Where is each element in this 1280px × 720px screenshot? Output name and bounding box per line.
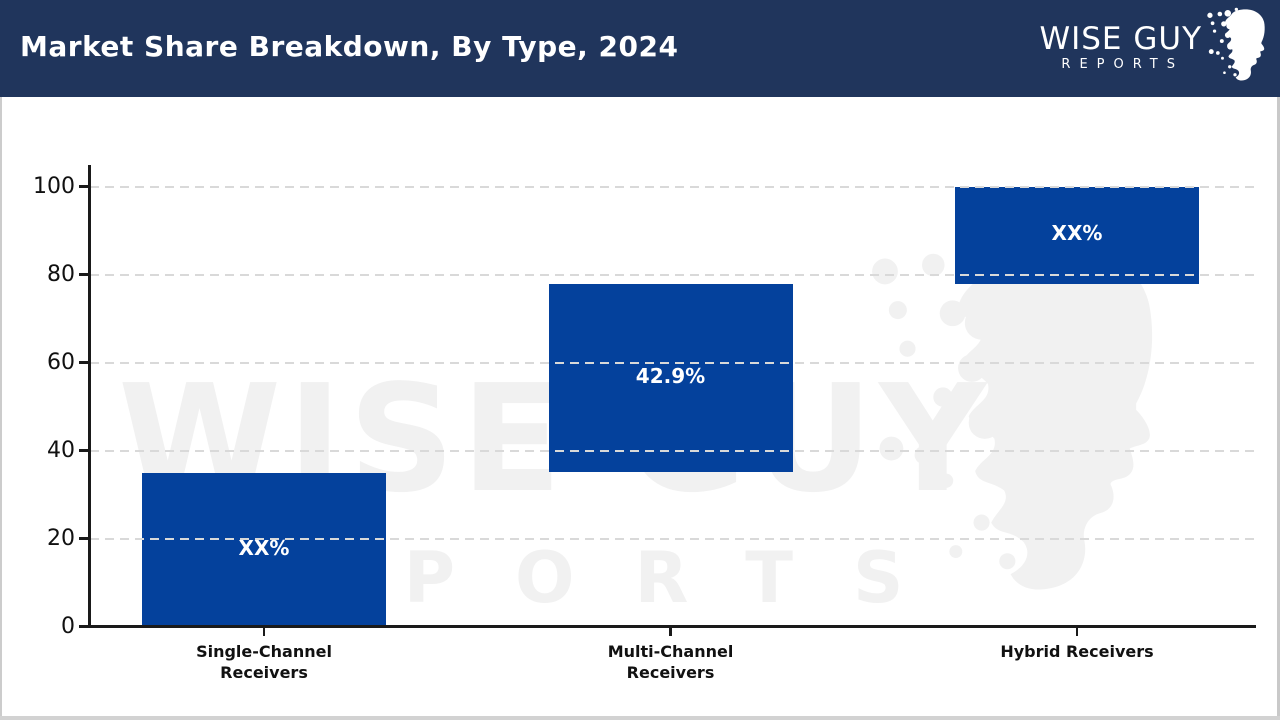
bar-segment-1 <box>548 283 793 473</box>
logo-head-icon <box>1207 7 1265 81</box>
x-axis-spine <box>88 625 1256 628</box>
y-tick-20 <box>79 537 88 540</box>
y-tick-label-100: 100 <box>33 173 75 199</box>
y-tick-label-40: 40 <box>47 437 75 463</box>
x-category-label-2: Hybrid Receivers <box>937 641 1217 662</box>
gridline-20 <box>90 537 1256 540</box>
wise-guy-reports-logo: WISE GUY REPORTS <box>1039 6 1270 88</box>
frame-right-border <box>1277 97 1280 720</box>
y-tick-60 <box>79 361 88 364</box>
y-tick-label-60: 60 <box>47 349 75 375</box>
y-tick-label-80: 80 <box>47 261 75 287</box>
y-tick-40 <box>79 449 88 452</box>
watermark-head-icon <box>872 234 1153 590</box>
bar-segment-2 <box>955 186 1199 284</box>
y-tick-100 <box>79 185 88 188</box>
bar-value-label-0: XX% <box>238 535 290 560</box>
y-tick-label-20: 20 <box>47 525 75 551</box>
y-axis-spine <box>88 165 91 628</box>
gridline-80 <box>90 273 1256 276</box>
gridline-40 <box>90 449 1256 452</box>
y-tick-label-0: 0 <box>61 613 75 639</box>
logo-subtitle: REPORTS <box>1061 57 1185 72</box>
bar-value-label-1: 42.9% <box>635 364 706 389</box>
logo-wordmark: WISE GUY <box>1039 21 1202 57</box>
gridline-100 <box>90 185 1256 188</box>
x-category-line: Multi-Channel <box>607 642 734 661</box>
x-category-line: Hybrid Receivers <box>1000 642 1154 661</box>
x-category-label-0: Single-Channel Receivers <box>124 641 404 683</box>
frame-left-border <box>0 97 2 720</box>
bar-value-label-2: XX% <box>1051 221 1103 246</box>
y-tick-80 <box>79 273 88 276</box>
x-category-line: Receivers <box>626 663 715 682</box>
frame-bottom-border <box>0 716 1280 720</box>
y-tick-0 <box>79 625 88 628</box>
logo-text: WISE GUY REPORTS <box>1039 22 1202 72</box>
page-title: Market Share Breakdown, By Type, 2024 <box>20 30 679 63</box>
bar-segment-0 <box>142 472 386 627</box>
gridline-60 <box>90 361 1256 364</box>
x-category-label-1: Multi-Channel Receivers <box>531 641 811 683</box>
x-tick-1 <box>669 627 672 636</box>
x-category-line: Receivers <box>220 663 308 682</box>
x-category-line: Single-Channel <box>196 642 332 661</box>
header-band: Market Share Breakdown, By Type, 2024 WI… <box>0 0 1280 97</box>
x-tick-2 <box>1075 627 1079 636</box>
x-tick-0 <box>262 627 266 636</box>
